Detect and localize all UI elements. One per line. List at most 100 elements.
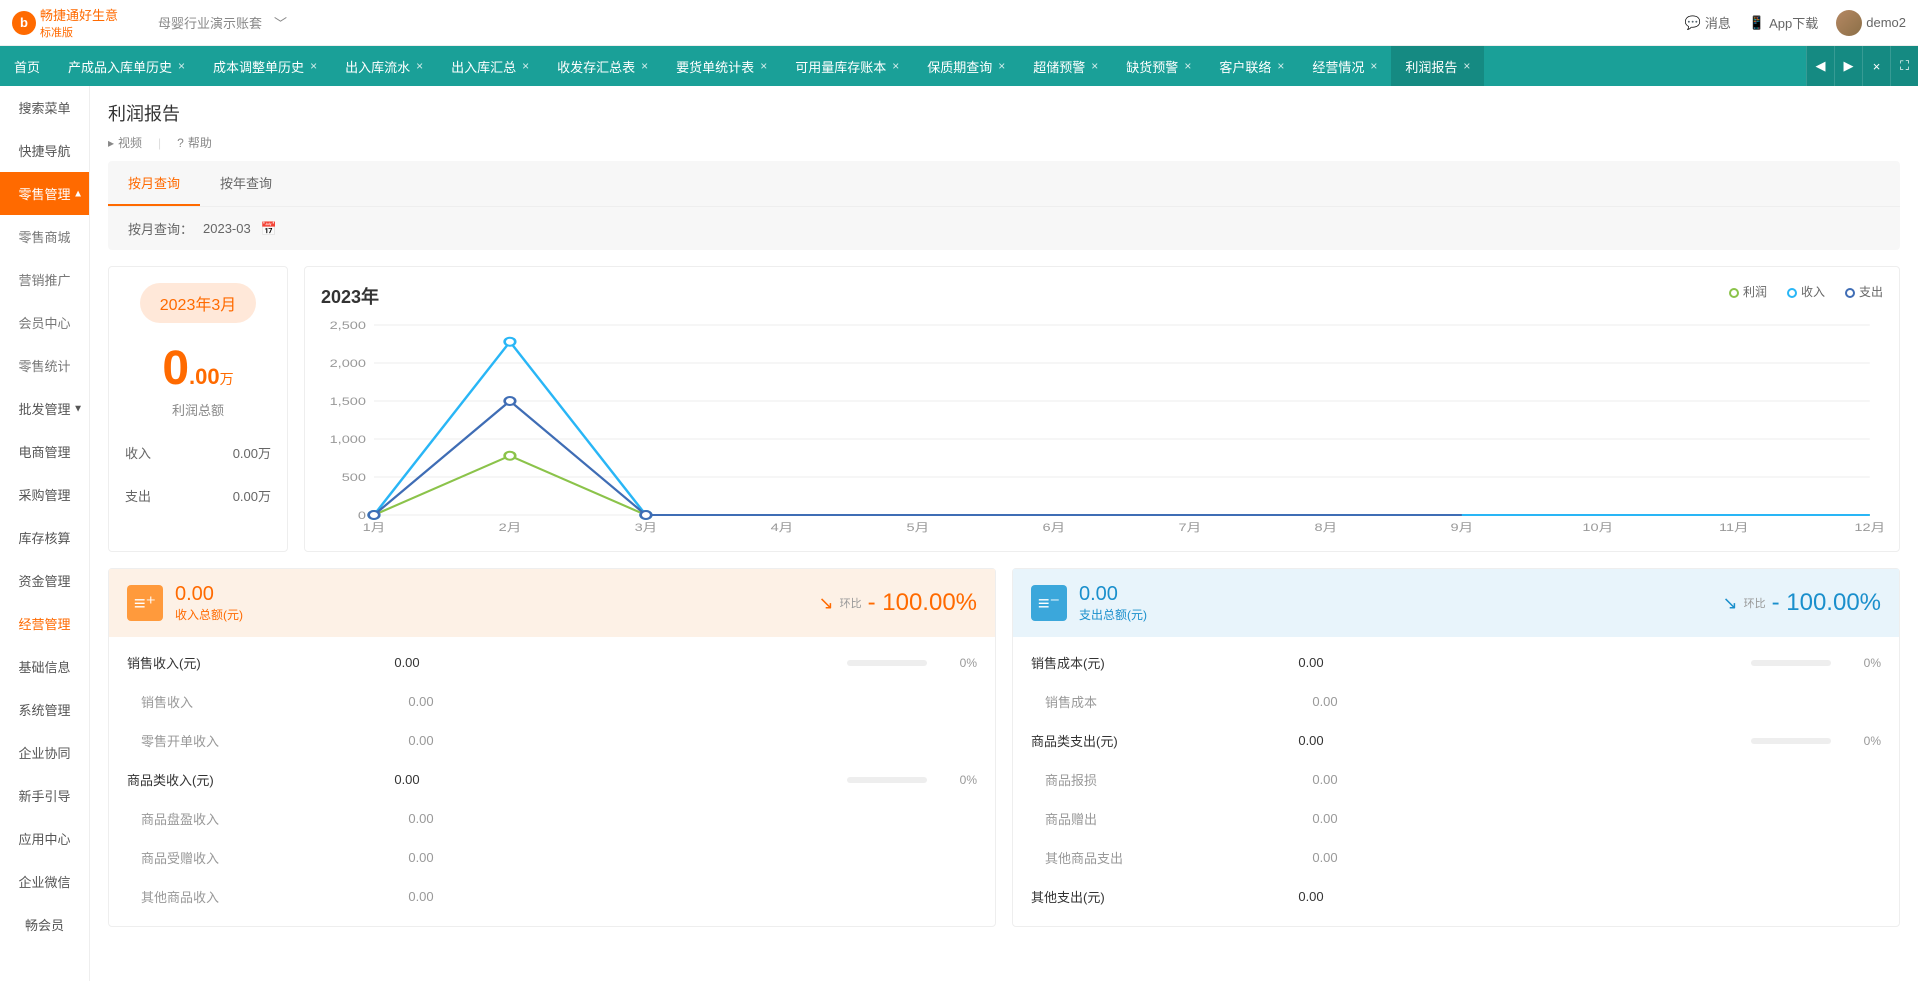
tab-13[interactable]: 利润报告×	[1391, 46, 1484, 86]
sidebar-item-11[interactable]: 资金管理	[0, 559, 89, 602]
trend-down-icon: ↘	[1723, 593, 1738, 614]
sidebar-item-13[interactable]: 基础信息	[0, 645, 89, 688]
account-selector[interactable]: 母婴行业演示账套 ﹀	[158, 13, 287, 32]
svg-text:2,000: 2,000	[330, 357, 366, 370]
app-download-button[interactable]: 📱 App下载	[1749, 13, 1818, 32]
table-row: 商品赠出0.00	[1031, 799, 1881, 838]
close-icon[interactable]: ×	[892, 59, 899, 73]
close-icon[interactable]: ×	[760, 59, 767, 73]
sidebar-item-19[interactable]: 畅会员	[0, 903, 89, 946]
tab-7[interactable]: 可用量库存账本×	[781, 46, 913, 86]
chart-title: 2023年	[321, 283, 1883, 309]
close-icon[interactable]: ×	[1277, 59, 1284, 73]
tab-4[interactable]: 出入库汇总×	[437, 46, 543, 86]
sidebar-item-0[interactable]: 搜索菜单	[0, 86, 89, 129]
expense-icon: ≡⁻	[1031, 585, 1067, 621]
sidebar-item-16[interactable]: 新手引导	[0, 774, 89, 817]
brand-logo[interactable]: b 畅捷通好生意 标准版	[12, 5, 118, 40]
income-panel-header: ≡⁺ 0.00 收入总额(元) ↘ 环比 - 100.00%	[109, 569, 995, 637]
trend-down-icon: ↘	[819, 593, 834, 614]
tab-6[interactable]: 要货单统计表×	[662, 46, 781, 86]
user-menu[interactable]: demo2	[1836, 10, 1906, 36]
sidebar-item-10[interactable]: 库存核算	[0, 516, 89, 559]
close-icon[interactable]: ×	[416, 59, 423, 73]
table-row: 商品报损0.00	[1031, 760, 1881, 799]
sidebar-item-4[interactable]: 营销推广	[0, 258, 89, 301]
tab-3[interactable]: 出入库流水×	[331, 46, 437, 86]
table-row: 销售成本0.00	[1031, 682, 1881, 721]
tab-8[interactable]: 保质期查询×	[913, 46, 1019, 86]
svg-text:11月: 11月	[1719, 521, 1749, 534]
table-row: 销售成本(元)0.000%	[1031, 643, 1881, 682]
sidebar-item-7[interactable]: 批发管理▼	[0, 387, 89, 430]
svg-text:3月: 3月	[635, 521, 658, 534]
close-icon[interactable]: ×	[178, 59, 185, 73]
sidebar-item-6[interactable]: 零售统计	[0, 344, 89, 387]
table-row: 其他商品支出0.00	[1031, 838, 1881, 877]
sidebar-item-17[interactable]: 应用中心	[0, 817, 89, 860]
legend-item[interactable]: 利润	[1729, 283, 1767, 300]
sidebar-item-9[interactable]: 采购管理	[0, 473, 89, 516]
table-row: 商品类支出(元)0.000%	[1031, 721, 1881, 760]
sidebar-item-15[interactable]: 企业协同	[0, 731, 89, 774]
brand-icon: b	[12, 11, 36, 35]
sidebar-item-5[interactable]: 会员中心	[0, 301, 89, 344]
query-tab-year[interactable]: 按年查询	[200, 161, 292, 206]
tab-fullscreen[interactable]: ⛶	[1890, 46, 1918, 86]
tab-2[interactable]: 成本调整单历史×	[199, 46, 331, 86]
svg-text:10月: 10月	[1582, 521, 1613, 534]
close-icon[interactable]: ×	[1370, 59, 1377, 73]
tab-12[interactable]: 经营情况×	[1298, 46, 1391, 86]
close-icon[interactable]: ×	[1091, 59, 1098, 73]
tab-scroll-right[interactable]: ▶	[1834, 46, 1862, 86]
svg-text:1,500: 1,500	[330, 395, 366, 408]
tab-10[interactable]: 缺货预警×	[1112, 46, 1205, 86]
tab-0[interactable]: 首页	[0, 46, 54, 86]
svg-text:1,000: 1,000	[330, 433, 366, 446]
income-delta-label: 环比	[840, 595, 862, 611]
chevron-down-icon: ﹀	[274, 13, 287, 32]
sidebar-item-1[interactable]: 快捷导航	[0, 129, 89, 172]
svg-text:5月: 5月	[907, 521, 930, 534]
sidebar-item-3[interactable]: 零售商城	[0, 215, 89, 258]
messages-button[interactable]: 💬 消息	[1685, 13, 1731, 32]
svg-text:2,500: 2,500	[330, 319, 366, 332]
table-row: 商品受赠收入0.00	[127, 838, 977, 877]
caret-icon: ▲	[73, 188, 83, 199]
close-icon[interactable]: ×	[641, 59, 648, 73]
close-icon[interactable]: ×	[310, 59, 317, 73]
page-title: 利润报告	[108, 100, 1900, 126]
tab-11[interactable]: 客户联络×	[1205, 46, 1298, 86]
calendar-icon[interactable]: 📅	[261, 221, 277, 237]
app-download-label: App下载	[1769, 13, 1818, 32]
tab-close-all[interactable]: ×	[1862, 46, 1890, 86]
username: demo2	[1866, 15, 1906, 30]
close-icon[interactable]: ×	[1184, 59, 1191, 73]
income-total-label: 收入总额(元)	[175, 606, 243, 623]
table-row: 其他支出(元)0.00	[1031, 877, 1881, 916]
help-link[interactable]: ?帮助	[177, 134, 212, 151]
main-content: 利润报告 ▸视频 | ?帮助 按月查询 按年查询 按月查询： 2023-03 📅…	[90, 86, 1918, 981]
table-row: 商品类收入(元)0.000%	[127, 760, 977, 799]
tab-9[interactable]: 超储预警×	[1019, 46, 1112, 86]
expense-total-value: 0.00	[1079, 583, 1147, 606]
sidebar: 搜索菜单快捷导航零售管理▲零售商城营销推广会员中心零售统计批发管理▼电商管理采购…	[0, 86, 90, 981]
query-tab-month[interactable]: 按月查询	[108, 161, 200, 206]
sidebar-item-8[interactable]: 电商管理	[0, 430, 89, 473]
table-row: 销售收入(元)0.000%	[127, 643, 977, 682]
legend-item[interactable]: 收入	[1787, 283, 1825, 300]
account-name: 母婴行业演示账套	[158, 13, 262, 32]
legend-item[interactable]: 支出	[1845, 283, 1883, 300]
sidebar-item-12[interactable]: 经营管理	[0, 602, 89, 645]
line-chart: 05001,0001,5002,0002,5001月2月3月4月5月6月7月8月…	[321, 315, 1883, 535]
close-icon[interactable]: ×	[1463, 59, 1470, 73]
tab-scroll-left[interactable]: ◀	[1806, 46, 1834, 86]
sidebar-item-18[interactable]: 企业微信	[0, 860, 89, 903]
close-icon[interactable]: ×	[998, 59, 1005, 73]
video-link[interactable]: ▸视频	[108, 134, 142, 151]
tab-5[interactable]: 收发存汇总表×	[543, 46, 662, 86]
close-icon[interactable]: ×	[522, 59, 529, 73]
sidebar-item-14[interactable]: 系统管理	[0, 688, 89, 731]
tab-1[interactable]: 产成品入库单历史×	[54, 46, 199, 86]
sidebar-item-2[interactable]: 零售管理▲	[0, 172, 89, 215]
